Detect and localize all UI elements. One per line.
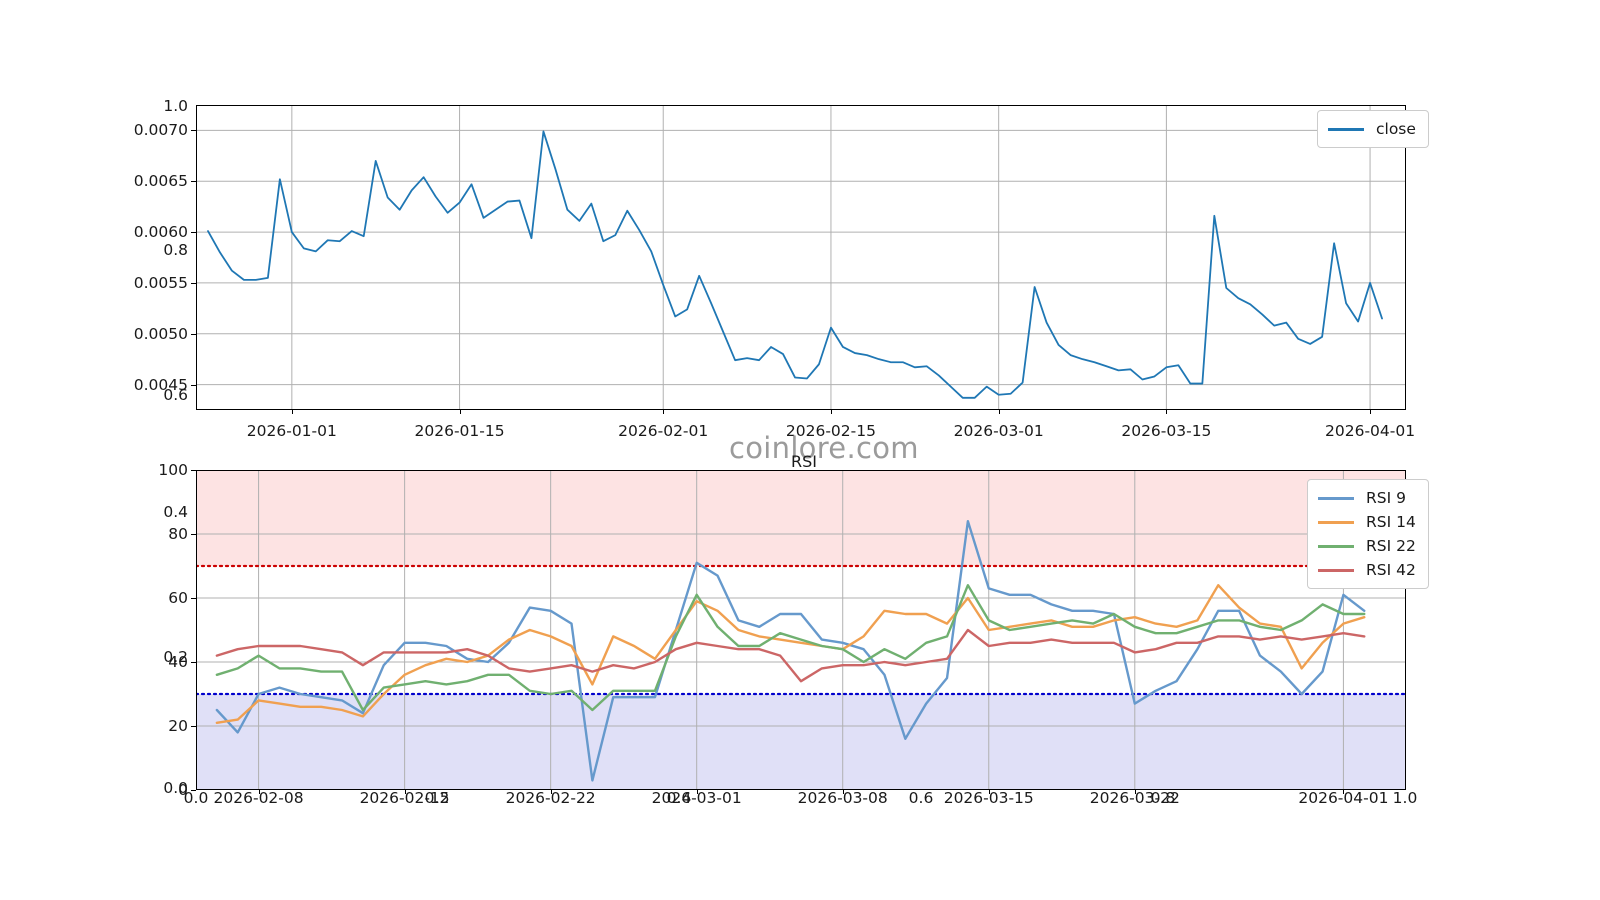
price-legend-item[interactable]: close — [1328, 117, 1416, 141]
rsi-y-tickmark — [191, 534, 196, 535]
rsi-legend-label: RSI 9 — [1366, 489, 1406, 507]
price-y-tick: 0.0060 — [133, 223, 188, 242]
watermark: coinlore.com — [729, 431, 919, 465]
price-y-overlay-tick: 1.0 — [163, 97, 188, 115]
rsi-legend-item[interactable]: RSI 14 — [1318, 510, 1416, 534]
rsi-legend-item[interactable]: RSI 9 — [1318, 486, 1416, 510]
price-x-tickmark — [291, 410, 293, 414]
rsi-y-tickmark — [191, 470, 196, 471]
rsi-plot-area — [196, 470, 1406, 790]
price-x-tick: 2026-03-15 — [1121, 422, 1212, 440]
rsi-panel-title: RSI — [791, 452, 817, 471]
rsi-y-tick: 100 — [158, 461, 188, 479]
rsi-y-tick: 0 — [178, 781, 188, 799]
price-x-tick: 2026-02-01 — [618, 422, 709, 440]
price-x-tickmark — [830, 410, 832, 414]
rsi-legend-label: RSI 22 — [1366, 537, 1416, 555]
price-x-tickmark — [663, 410, 665, 414]
rsi-y-tickmark — [191, 726, 196, 727]
rsi-y-overlay-tick: 0.0 — [163, 779, 188, 797]
price-y-tickmark — [191, 181, 196, 183]
price-y-tick: 0.0070 — [133, 121, 188, 140]
rsi-x-tickmark — [550, 790, 552, 794]
rsi-x-tickmark — [842, 790, 844, 794]
price-y-tick: 0.0050 — [133, 324, 188, 343]
rsi-x-overlay-tick: 1.0 — [1392, 789, 1418, 807]
legend-line-swatch-icon — [1318, 544, 1354, 548]
price-y-overlay-tick: 0.6 — [163, 386, 188, 404]
price-plot-area — [196, 105, 1406, 410]
rsi-x-tickmark — [404, 790, 406, 794]
rsi-y-tickmark — [191, 598, 196, 599]
rsi-legend-item[interactable]: RSI 42 — [1318, 558, 1416, 582]
rsi-y-tickmark — [191, 662, 196, 663]
price-x-tickmark — [459, 410, 461, 414]
legend-line-swatch-icon — [1318, 520, 1354, 524]
price-x-tickmark — [1370, 410, 1372, 414]
rsi-y-tickmark — [191, 790, 196, 791]
rsi-x-overlay-tick: 0.6 — [908, 789, 934, 807]
rsi-x-tick: 2026-02-15 — [359, 789, 450, 807]
legend-line-swatch-icon — [1328, 127, 1364, 131]
rsi-x-overlay-tick: 0.0 — [183, 789, 209, 807]
price-x-tick: 2026-03-01 — [953, 422, 1044, 440]
rsi-y-overlay-tick: 0.4 — [163, 503, 188, 521]
rsi-x-tickmark — [696, 790, 698, 794]
price-y-tickmark — [191, 232, 196, 234]
rsi-y-tick: 40 — [168, 653, 188, 671]
legend-line-swatch-icon — [1318, 496, 1354, 500]
legend-line-swatch-icon — [1318, 568, 1354, 572]
price-y-tickmark — [191, 384, 196, 386]
price-x-tick: 2026-04-01 — [1325, 422, 1416, 440]
rsi-chart-panel — [196, 470, 1406, 790]
price-x-tickmark — [1166, 410, 1168, 414]
rsi-legend-label: RSI 42 — [1366, 561, 1416, 579]
rsi-y-tick: 80 — [168, 525, 188, 543]
price-y-tickmark — [191, 333, 196, 335]
rsi-x-tickmark — [988, 790, 990, 794]
price-x-tick: 2026-01-01 — [246, 422, 337, 440]
rsi-x-tickmark — [1134, 790, 1136, 794]
price-y-tick: 0.0045 — [133, 375, 188, 394]
price-y-tick: 0.0065 — [133, 172, 188, 191]
price-y-tick: 0.0055 — [133, 273, 188, 292]
rsi-y-tick: 20 — [168, 717, 188, 735]
price-legend-label: close — [1376, 120, 1416, 138]
price-legend[interactable]: close — [1317, 110, 1429, 148]
rsi-x-tick: 2026-03-01 — [651, 789, 742, 807]
price-y-overlay-tick: 0.8 — [163, 241, 188, 259]
rsi-legend-label: RSI 14 — [1366, 513, 1416, 531]
rsi-x-tick: 2026-03-15 — [943, 789, 1034, 807]
rsi-x-tick: 2026-03-08 — [797, 789, 888, 807]
rsi-x-tick: 2026-04-01 — [1298, 789, 1389, 807]
rsi-x-overlay-tick: 0.8 — [1150, 789, 1176, 807]
rsi-x-overlay-tick: 0.2 — [424, 789, 450, 807]
rsi-legend[interactable]: RSI 9 RSI 14 RSI 22 RSI 42 — [1307, 479, 1429, 589]
price-y-tickmark — [191, 130, 196, 132]
rsi-x-tick: 2026-03-22 — [1089, 789, 1180, 807]
rsi-y-overlay-tick: 0.2 — [163, 648, 188, 666]
rsi-x-tickmark — [1343, 790, 1345, 794]
price-x-tickmark — [998, 410, 1000, 414]
rsi-x-overlay-tick: 0.4 — [666, 789, 692, 807]
rsi-y-tick: 60 — [168, 589, 188, 607]
rsi-x-tickmark — [258, 790, 260, 794]
price-y-tickmark — [191, 282, 196, 284]
rsi-x-tick: 2026-02-22 — [505, 789, 596, 807]
rsi-legend-item[interactable]: RSI 22 — [1318, 534, 1416, 558]
price-x-tick: 2026-02-15 — [785, 422, 876, 440]
price-x-tick: 2026-01-15 — [414, 422, 505, 440]
rsi-x-tick: 2026-02-08 — [213, 789, 304, 807]
price-chart-panel — [196, 105, 1406, 410]
